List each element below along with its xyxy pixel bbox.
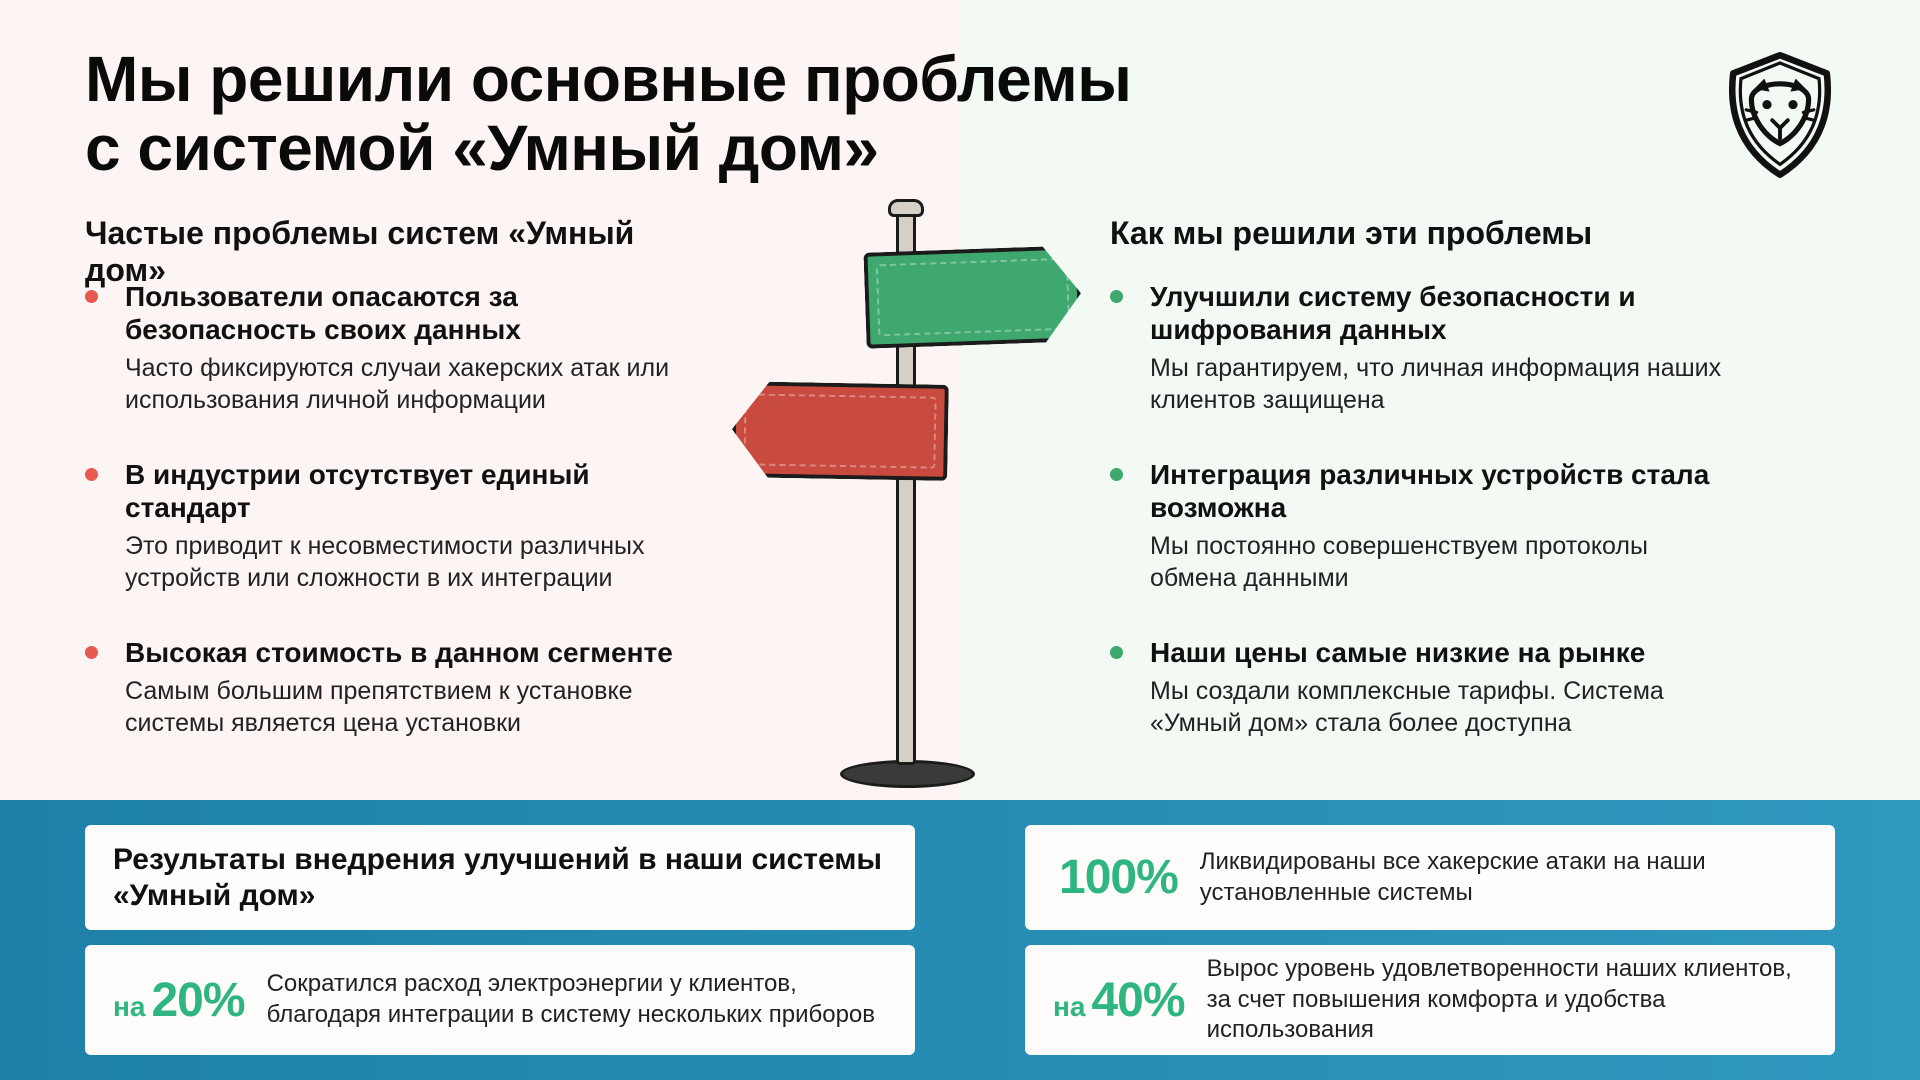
subhead-solutions: Как мы решили эти проблемы (1110, 215, 1810, 252)
stat-block: на 20% (113, 973, 245, 1028)
stat-value: 40% (1091, 973, 1184, 1028)
solution-heading: Интеграция различных устройств стала воз… (1150, 458, 1730, 524)
stat-prefix: на (113, 991, 145, 1023)
problems-column: Пользователи опасаются за безопасность с… (85, 280, 705, 781)
result-card-40: на 40% Вырос уровень удовлетворенности н… (1025, 945, 1835, 1055)
problem-item: В индустрии отсутствует единый стандарт … (85, 458, 705, 594)
solution-text: Мы постоянно совершенствуем протоколы об… (1150, 530, 1730, 594)
problem-item: Пользователи опасаются за безопасность с… (85, 280, 705, 416)
signpost-cap (888, 199, 924, 217)
problem-item: Высокая стоимость в данном сегменте Самы… (85, 636, 705, 739)
stat-block: на 40% (1053, 973, 1185, 1028)
sign-arrow-green-icon (863, 245, 1082, 348)
tiger-shield-logo (1715, 50, 1845, 180)
problem-text: Самым большим препятствием к установке с… (125, 675, 705, 739)
results-title-card: Результаты внедрения улучшений в наши си… (85, 825, 915, 930)
problem-heading: В индустрии отсутствует единый стандарт (125, 458, 705, 524)
solution-heading: Улучшили систему безопасности и шифрован… (1150, 280, 1730, 346)
problem-heading: Высокая стоимость в данном сегменте (125, 636, 705, 669)
problem-heading: Пользователи опасаются за безопасность с… (125, 280, 705, 346)
solution-item: Наши цены самые низкие на рынке Мы созда… (1110, 636, 1730, 739)
result-card-20: на 20% Сократился расход электроэнергии … (85, 945, 915, 1055)
solution-heading: Наши цены самые низкие на рынке (1150, 636, 1730, 669)
subhead-problems: Частые проблемы систем «Умный дом» (85, 215, 685, 289)
stat-text: Вырос уровень удовлетворенности наших кл… (1207, 954, 1807, 1046)
solution-text: Мы создали комплексные тарифы. Система «… (1150, 675, 1730, 739)
problem-text: Часто фиксируются случаи хакерских атак … (125, 352, 705, 416)
result-card-100: 100% Ликвидированы все хакерские атаки н… (1025, 825, 1835, 930)
stat-value: 100% (1059, 850, 1178, 905)
signpost-illustration (720, 205, 1090, 800)
solution-item: Интеграция различных устройств стала воз… (1110, 458, 1730, 594)
page-title: Мы решили основные проблемы с системой «… (85, 45, 1485, 183)
bullet-green-icon (1110, 646, 1123, 659)
title-line-2: с системой «Умный дом» (85, 112, 879, 184)
stat-text: Ликвидированы все хакерские атаки на наш… (1200, 847, 1807, 908)
stat-value: 20% (151, 973, 244, 1028)
slide: Мы решили основные проблемы с системой «… (0, 0, 1920, 1080)
bullet-red-icon (85, 290, 98, 303)
stat-text: Сократился расход электроэнергии у клиен… (267, 969, 887, 1030)
sign-arrow-red-icon (731, 381, 949, 481)
title-line-1: Мы решили основные проблемы (85, 43, 1131, 115)
bullet-green-icon (1110, 468, 1123, 481)
solution-text: Мы гарантируем, что личная информация на… (1150, 352, 1730, 416)
bullet-red-icon (85, 646, 98, 659)
bullet-green-icon (1110, 290, 1123, 303)
results-title: Результаты внедрения улучшений в наши си… (113, 842, 887, 914)
solutions-column: Улучшили систему безопасности и шифрован… (1110, 280, 1730, 781)
solution-item: Улучшили систему безопасности и шифрован… (1110, 280, 1730, 416)
stat-prefix: на (1053, 991, 1085, 1023)
bullet-red-icon (85, 468, 98, 481)
problem-text: Это приводит к несовместимости различных… (125, 530, 705, 594)
stat-block: 100% (1053, 850, 1178, 905)
